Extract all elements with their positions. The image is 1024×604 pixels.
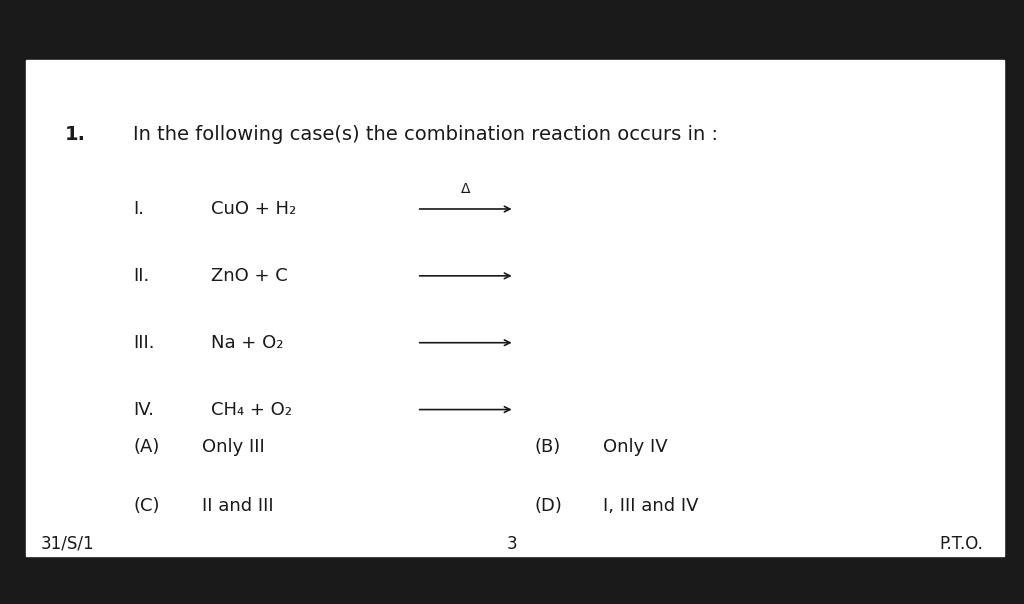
Text: I, III and IV: I, III and IV xyxy=(602,497,698,515)
Text: Only III: Only III xyxy=(202,438,264,456)
Text: IV.: IV. xyxy=(133,400,155,419)
Text: II and III: II and III xyxy=(202,497,273,515)
Text: ZnO + C: ZnO + C xyxy=(211,267,288,285)
Text: (C): (C) xyxy=(133,497,160,515)
Text: III.: III. xyxy=(133,333,155,352)
Text: (D): (D) xyxy=(535,497,562,515)
Text: P.T.O.: P.T.O. xyxy=(939,535,983,553)
Text: Na + O₂: Na + O₂ xyxy=(211,333,284,352)
Text: II.: II. xyxy=(133,267,150,285)
Text: (B): (B) xyxy=(535,438,560,456)
Text: CuO + H₂: CuO + H₂ xyxy=(211,200,297,218)
Text: (A): (A) xyxy=(133,438,160,456)
Text: 3: 3 xyxy=(507,535,517,553)
Text: Only IV: Only IV xyxy=(602,438,668,456)
Text: Δ: Δ xyxy=(461,182,470,196)
Text: In the following case(s) the combination reaction occurs in :: In the following case(s) the combination… xyxy=(133,125,718,144)
Text: 31/S/1: 31/S/1 xyxy=(41,535,94,553)
Text: I.: I. xyxy=(133,200,144,218)
Text: 1.: 1. xyxy=(65,125,86,144)
Text: CH₄ + O₂: CH₄ + O₂ xyxy=(211,400,293,419)
